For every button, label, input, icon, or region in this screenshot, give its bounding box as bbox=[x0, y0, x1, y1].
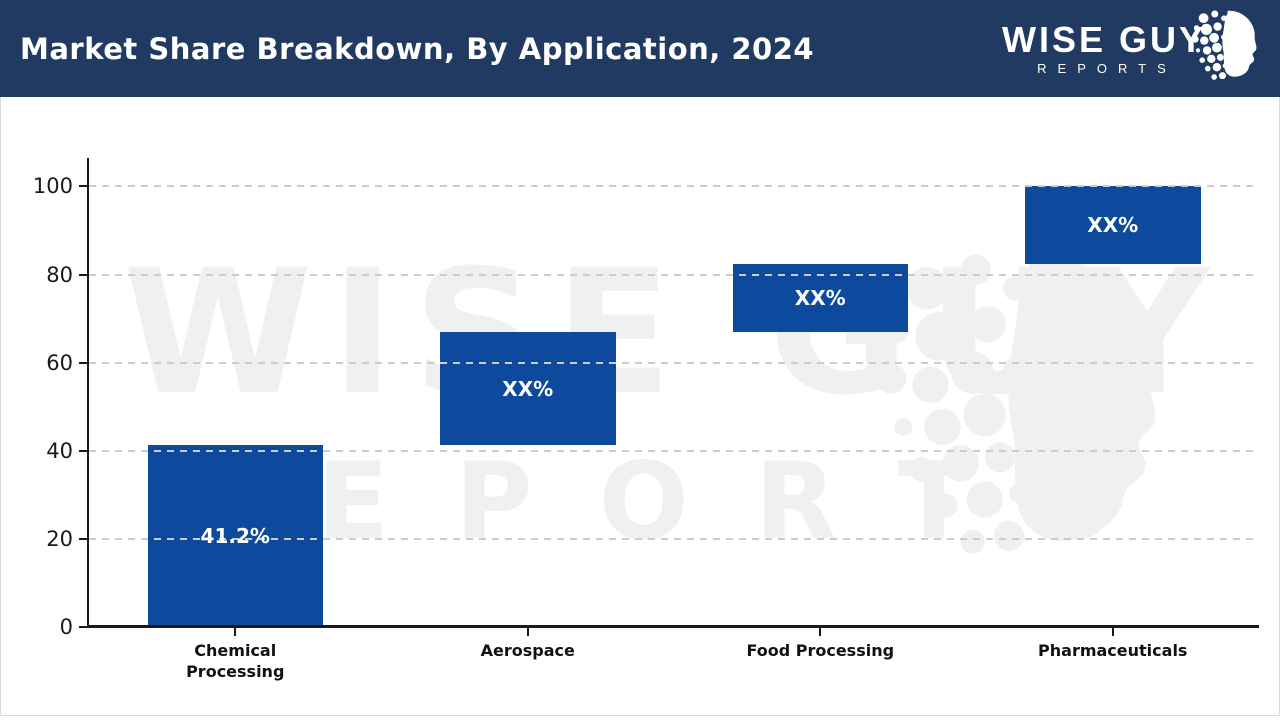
head-profile-icon bbox=[1190, 7, 1262, 91]
y-tick-mark-20 bbox=[79, 537, 87, 540]
y-tick-mark-60 bbox=[79, 361, 87, 364]
logo-wordmark-block: WISE GUY REPORTS bbox=[1001, 18, 1206, 76]
x-axis-label-1: Chemical Processing bbox=[186, 641, 285, 681]
gridline-100 bbox=[89, 185, 1259, 188]
y-tick-mark-100 bbox=[79, 185, 87, 188]
gridline-20 bbox=[89, 537, 1259, 540]
x-tick-mark-4 bbox=[1111, 628, 1114, 636]
bar-value-label-3: XX% bbox=[794, 285, 846, 310]
logo-wordmark: WISE GUY bbox=[1001, 18, 1206, 60]
bar-value-label-1: 41.2% bbox=[200, 524, 270, 549]
y-tick-label-80: 80 bbox=[46, 262, 73, 287]
gridline-80 bbox=[89, 273, 1259, 276]
gridline-60 bbox=[89, 361, 1259, 364]
x-tick-mark-1 bbox=[234, 628, 237, 636]
y-tick-label-20: 20 bbox=[46, 526, 73, 551]
waterfall-bar-4 bbox=[1025, 186, 1201, 264]
page-title: Market Share Breakdown, By Application, … bbox=[20, 31, 815, 66]
bar-value-label-4: XX% bbox=[1087, 212, 1139, 237]
waterfall-bar-1 bbox=[147, 445, 323, 627]
chart-region: WISE GUY REPORTS 0 20 40 60 80 100 41.2% Chemic… bbox=[0, 97, 1280, 716]
x-axis-label-3: Food Processing bbox=[746, 641, 895, 660]
x-axis-label-4: Pharmaceuticals bbox=[1038, 641, 1188, 660]
x-axis-label-2: Aerospace bbox=[480, 641, 575, 660]
watermark-head-profile-icon bbox=[873, 225, 1175, 617]
y-tick-mark-80 bbox=[79, 273, 87, 276]
y-tick-mark-0 bbox=[79, 626, 87, 628]
y-axis-line bbox=[87, 158, 89, 627]
y-tick-label-100: 100 bbox=[32, 174, 73, 199]
y-tick-label-60: 60 bbox=[46, 350, 73, 375]
y-tick-label-40: 40 bbox=[46, 438, 73, 463]
gridline-40 bbox=[89, 449, 1259, 452]
y-tick-mark-40 bbox=[79, 449, 87, 452]
x-axis-line bbox=[87, 625, 1259, 628]
bar-value-label-2: XX% bbox=[502, 376, 554, 401]
y-tick-label-0: 0 bbox=[59, 615, 73, 639]
plot-area: 0 20 40 60 80 100 41.2% Chemical Processing XX% A… bbox=[33, 158, 1259, 681]
header-bar: Market Share Breakdown, By Application, … bbox=[0, 0, 1280, 97]
logo-reports-text: REPORTS bbox=[1037, 60, 1177, 76]
waterfall-bar-2 bbox=[440, 331, 616, 446]
x-tick-mark-3 bbox=[819, 628, 822, 636]
wiseguy-logo: WISE GUY REPORTS bbox=[1002, 7, 1262, 91]
x-tick-mark-2 bbox=[526, 628, 529, 636]
